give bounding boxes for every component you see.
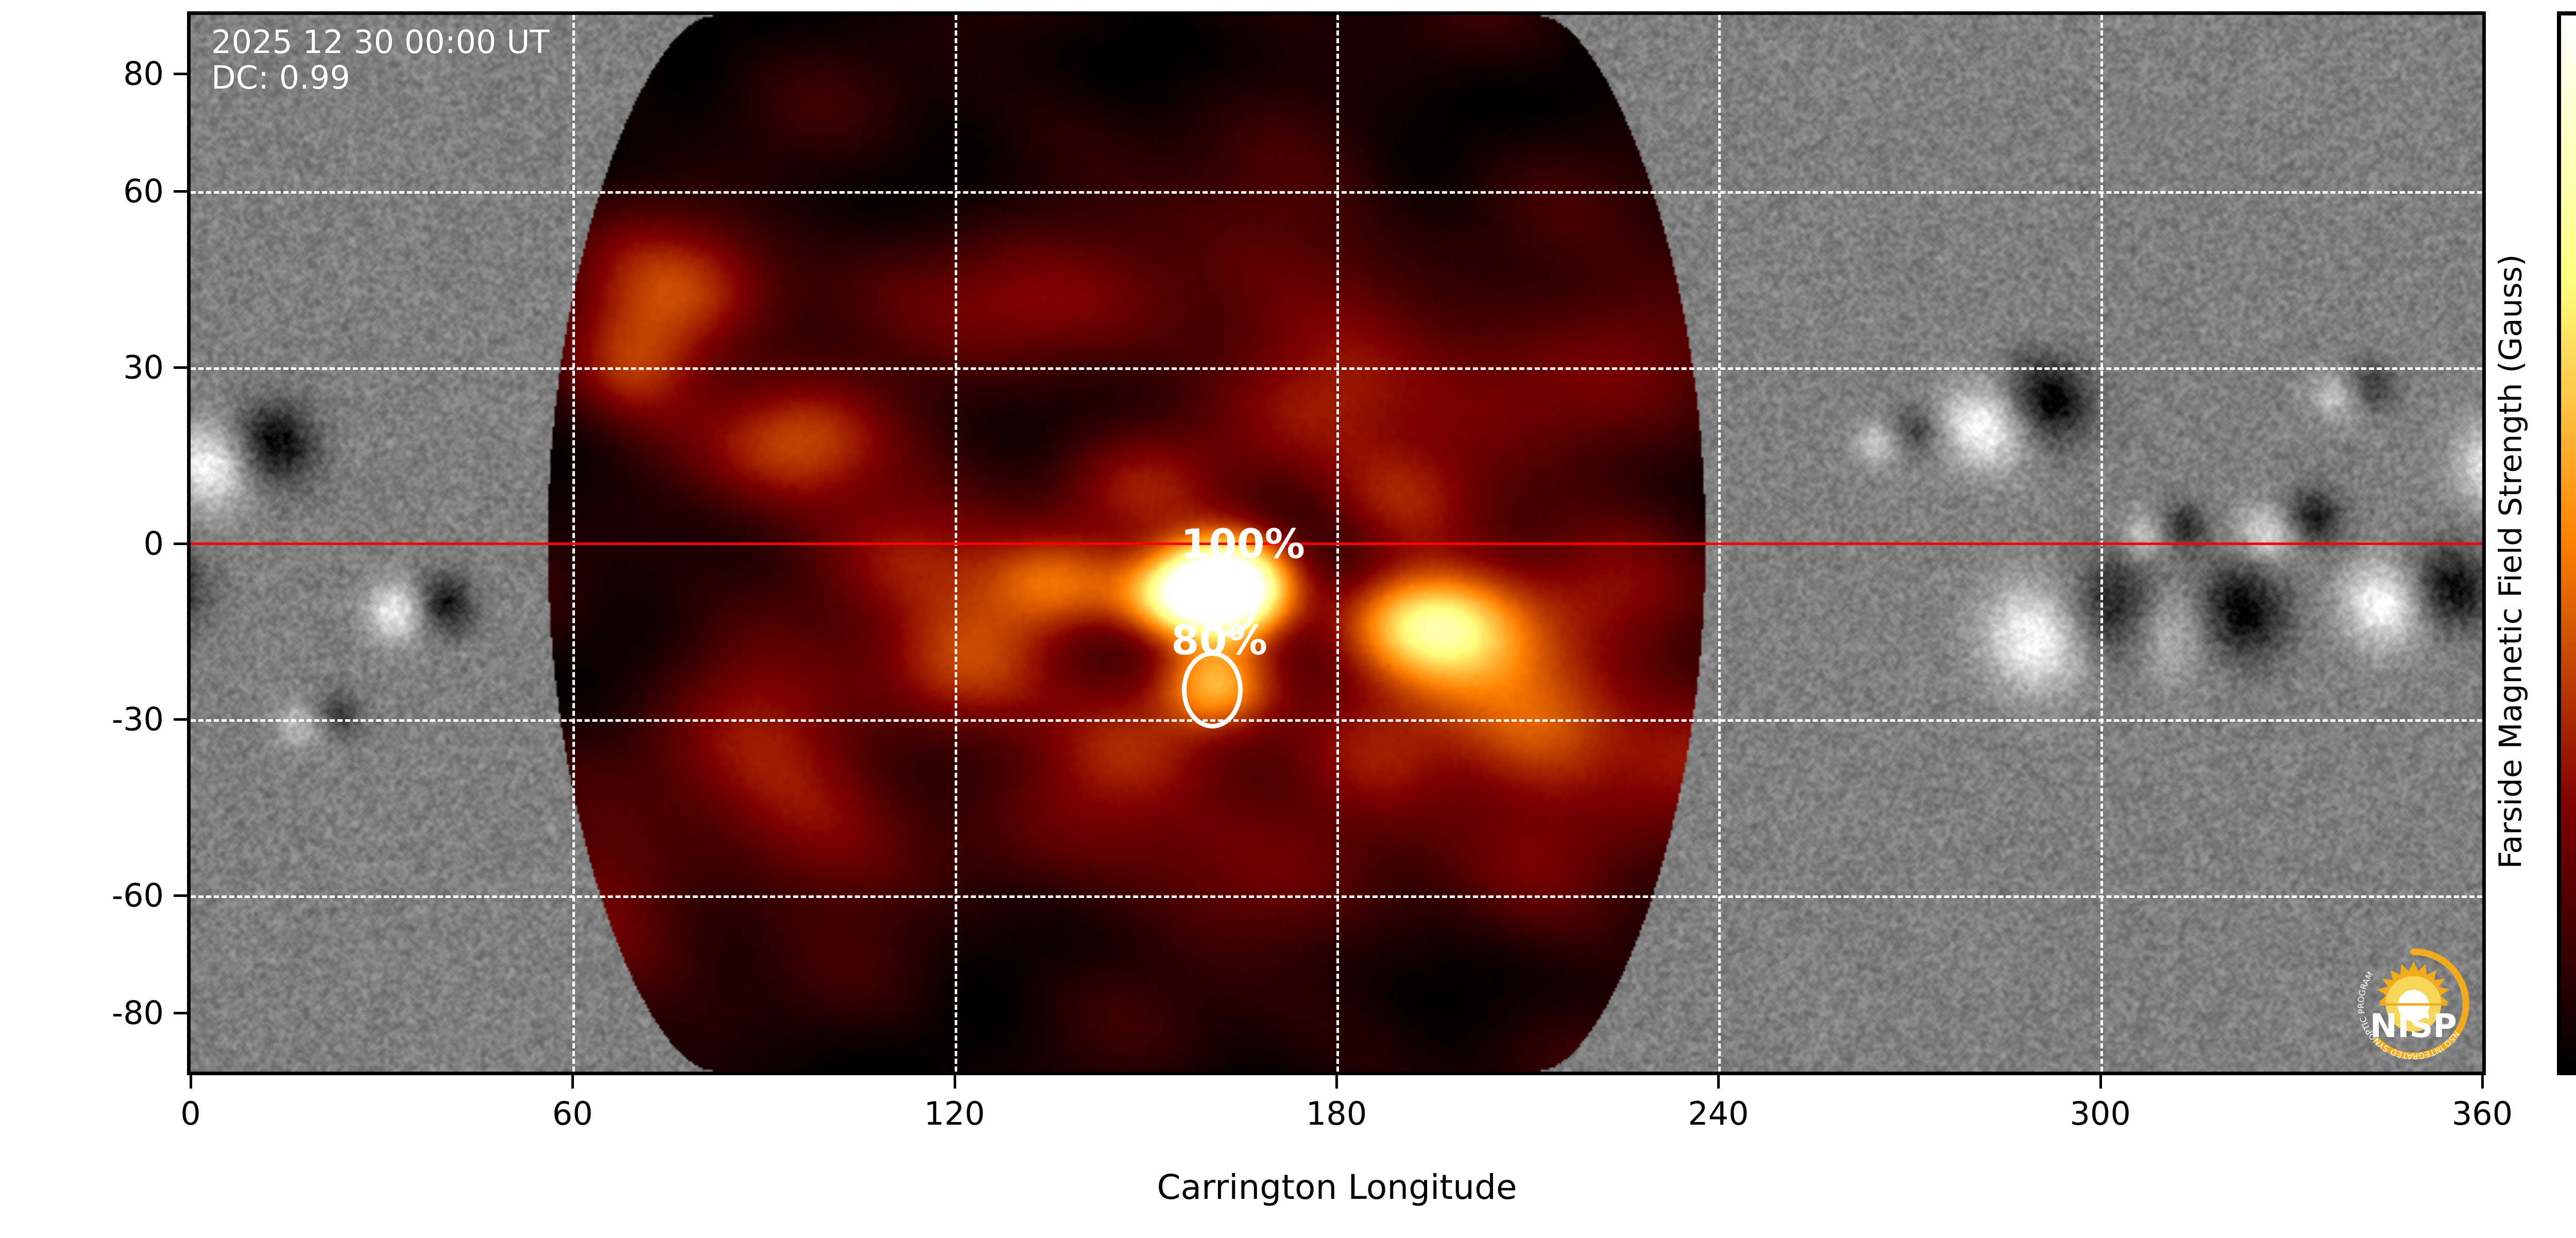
gridline-lat-30 xyxy=(191,367,2482,370)
x-tick-300 xyxy=(2099,1075,2102,1089)
y-tick-label--80: -80 xyxy=(111,994,164,1032)
x-tick-60 xyxy=(571,1075,574,1089)
x-tick-0 xyxy=(190,1075,192,1089)
region-ellipse-100pct xyxy=(1197,559,1259,637)
x-tick-label-180: 180 xyxy=(1306,1095,1367,1132)
colorbar-farside xyxy=(2557,11,2576,1075)
y-tick-label-60: 60 xyxy=(123,172,164,210)
x-tick-180 xyxy=(1335,1075,1338,1089)
colorbar-gradient-farside xyxy=(2561,15,2576,1071)
y-tick-30 xyxy=(174,366,187,369)
duty-cycle: DC: 0.99 xyxy=(211,59,350,97)
logo-sun xyxy=(2377,961,2450,1032)
x-tick-label-240: 240 xyxy=(1688,1095,1749,1132)
observation-time: 2025 12 30 00:00 UT xyxy=(211,23,550,61)
x-axis-label: Carrington Longitude xyxy=(1157,1167,1517,1207)
y-tick--60 xyxy=(174,894,187,897)
gridline-lat-60 xyxy=(191,191,2482,194)
x-tick-120 xyxy=(953,1075,956,1089)
region-label-80pct: 80% xyxy=(1171,617,1267,664)
y-tick--80 xyxy=(174,1012,187,1015)
x-tick-240 xyxy=(1717,1075,1720,1089)
colorbar-title-farside: Farside Magnetic Field Strength (Gauss) xyxy=(2493,253,2529,869)
y-tick-80 xyxy=(174,72,187,75)
gridline-lat--30 xyxy=(191,719,2482,722)
x-tick-360 xyxy=(2481,1075,2484,1089)
x-tick-label-60: 60 xyxy=(552,1095,593,1132)
x-tick-label-120: 120 xyxy=(924,1095,985,1132)
synoptic-map-plot: 100% 80% 2025 12 30 00:00 UT DC: 0.99 NIS… xyxy=(187,11,2486,1075)
y-tick-0 xyxy=(174,542,187,545)
y-tick-label--30: -30 xyxy=(111,700,164,738)
x-tick-label-0: 0 xyxy=(180,1095,201,1132)
region-ellipse-80pct xyxy=(1182,651,1243,728)
y-tick-label-0: 0 xyxy=(143,524,164,562)
logo-wordmark: NISP xyxy=(2370,1007,2457,1045)
nisp-logo-icon: NISP NSO INTEGRATED SYNOPTIC PROGRAM xyxy=(2356,948,2469,1061)
equator-line xyxy=(191,542,2482,545)
x-tick-label-300: 300 xyxy=(2070,1095,2131,1132)
y-tick-label-80: 80 xyxy=(123,55,164,93)
y-tick-label-30: 30 xyxy=(123,348,164,386)
y-tick--30 xyxy=(174,718,187,721)
region-label-100pct: 100% xyxy=(1180,521,1305,568)
logo-arc xyxy=(2374,948,2469,1059)
gridline-lat--60 xyxy=(191,895,2482,898)
x-tick-label-360: 360 xyxy=(2451,1095,2513,1132)
y-tick-label--60: -60 xyxy=(111,876,164,914)
timestamp-overlay: 2025 12 30 00:00 UT DC: 0.99 xyxy=(211,24,549,96)
y-tick-60 xyxy=(174,190,187,193)
